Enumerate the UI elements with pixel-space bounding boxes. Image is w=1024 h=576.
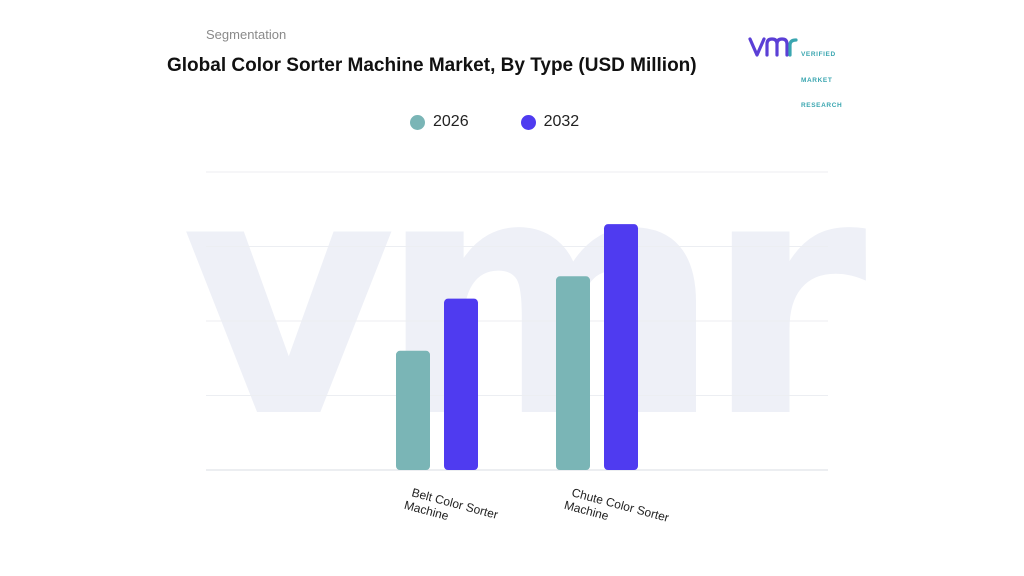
bar-2026-2 bbox=[556, 276, 590, 470]
x-tick-label-2: Chute Color SorterMachine bbox=[563, 484, 671, 538]
section-label: Segmentation bbox=[206, 27, 287, 42]
legend-swatch-2032 bbox=[520, 114, 536, 130]
vmr-logo: VERIFIED MARKET RESEARCH bbox=[748, 33, 858, 109]
legend-label-2026: 2026 bbox=[433, 113, 469, 130]
legend-swatch-2026 bbox=[410, 114, 425, 130]
logo-line-verified: VERIFIED bbox=[801, 51, 836, 58]
legend-item-2032: 2032 bbox=[520, 113, 580, 131]
bar-2032-2 bbox=[604, 224, 638, 470]
logo-line-market: MARKET bbox=[801, 76, 833, 84]
logo-line-research: RESEARCH bbox=[801, 102, 843, 109]
x-tick-label-1: Belt Color SorterMachine bbox=[403, 484, 500, 535]
chart-legend: 2026 2032 bbox=[410, 110, 631, 134]
vmr-logo-text: VERIFIED MARKET RESEARCH bbox=[801, 34, 842, 128]
bar-2026-1 bbox=[396, 350, 430, 470]
legend-label-2032: 2032 bbox=[543, 113, 580, 130]
legend-item-2026: 2026 bbox=[410, 113, 469, 131]
bar-2032-1 bbox=[444, 298, 478, 470]
vmr-logo-mark-icon bbox=[748, 37, 798, 57]
watermark-text: vmr bbox=[181, 106, 869, 490]
chart-title: Global Color Sorter Machine Market, By T… bbox=[167, 55, 697, 76]
